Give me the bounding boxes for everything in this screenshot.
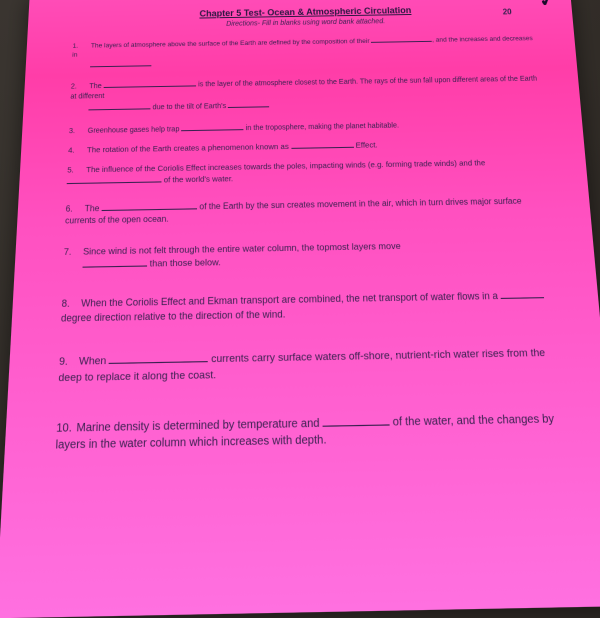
question-3: 3.Greenhouse gases help trap in the trop… [69, 116, 547, 136]
question-number: 1. [72, 42, 91, 51]
blank-field [67, 175, 162, 185]
question-number: 8. [61, 297, 81, 311]
question-2: 2.The is the layer of the atmosphere clo… [70, 73, 545, 115]
question-number: 10. [56, 421, 77, 438]
question-10: 10.Marine density is determined by tempe… [55, 411, 572, 454]
blank-field [109, 353, 208, 364]
question-text: of the world's water. [161, 174, 233, 185]
question-number: 2. [71, 82, 90, 92]
questions-list: 1.The layers of atmosphere above the sur… [55, 32, 572, 454]
question-text: The layers of atmosphere above the surfa… [91, 38, 372, 50]
blank-field [291, 140, 354, 149]
question-text: due to the tilt of Earth's [150, 103, 228, 111]
question-text: currents carry surface waters off-shore,… [58, 347, 545, 384]
question-text: The rotation of the Earth creates a phen… [87, 142, 291, 155]
question-7: 7.Since wind is not felt through the ent… [63, 238, 558, 273]
blank-field [371, 34, 432, 43]
score-value: 20 [502, 8, 512, 17]
question-text: When [79, 355, 110, 368]
blank-field [88, 101, 150, 110]
question-4: 4.The rotation of the Earth creates a ph… [68, 137, 548, 157]
question-number: 7. [63, 246, 83, 259]
question-text: The influence of the Coriolis Effect inc… [86, 158, 486, 174]
question-8: 8.When the Coriolis Effect and Ekman tra… [61, 288, 562, 325]
question-text: in the troposphere, making the planet ha… [244, 122, 400, 132]
question-text: The [85, 204, 102, 214]
blank-field [500, 289, 544, 299]
blank-field [82, 258, 147, 268]
question-number: 4. [68, 146, 87, 157]
question-text: When the Coriolis Effect and Ekman trans… [81, 290, 501, 309]
question-5: 5.The influence of the Coriolis Effect i… [67, 157, 551, 188]
question-text: of the Earth by the sun creates movement… [65, 196, 522, 226]
question-text: than those below. [147, 257, 221, 269]
question-number: 5. [67, 165, 86, 176]
question-9: 9.When currents carry surface waters off… [58, 346, 567, 386]
blank-field [181, 122, 243, 131]
question-text: The [89, 83, 104, 90]
question-text: Greenhouse gases help trap [88, 126, 182, 135]
document-header: Chapter 5 Test- Ocean & Atmospheric Circ… [73, 3, 537, 30]
question-number: 6. [65, 203, 85, 215]
question-number: 9. [59, 355, 79, 371]
question-text: Marine density is determined by temperat… [76, 417, 323, 435]
worksheet-paper: ✓ Chapter 5 Test- Ocean & Atmospheric Ci… [0, 0, 600, 618]
question-6: 6.The of the Earth by the sun creates mo… [65, 195, 554, 227]
blank-field [102, 201, 197, 211]
question-number: 3. [69, 126, 88, 136]
handwritten-mark: ✓ [536, 0, 559, 13]
blank-field [322, 416, 389, 427]
blank-field [90, 59, 151, 68]
blank-field [104, 79, 196, 89]
question-text: degree direction relative to the directi… [61, 308, 286, 323]
question-text: Effect. [353, 141, 378, 151]
blank-field [228, 99, 269, 108]
question-1: 1.The layers of atmosphere above the sur… [72, 32, 541, 71]
